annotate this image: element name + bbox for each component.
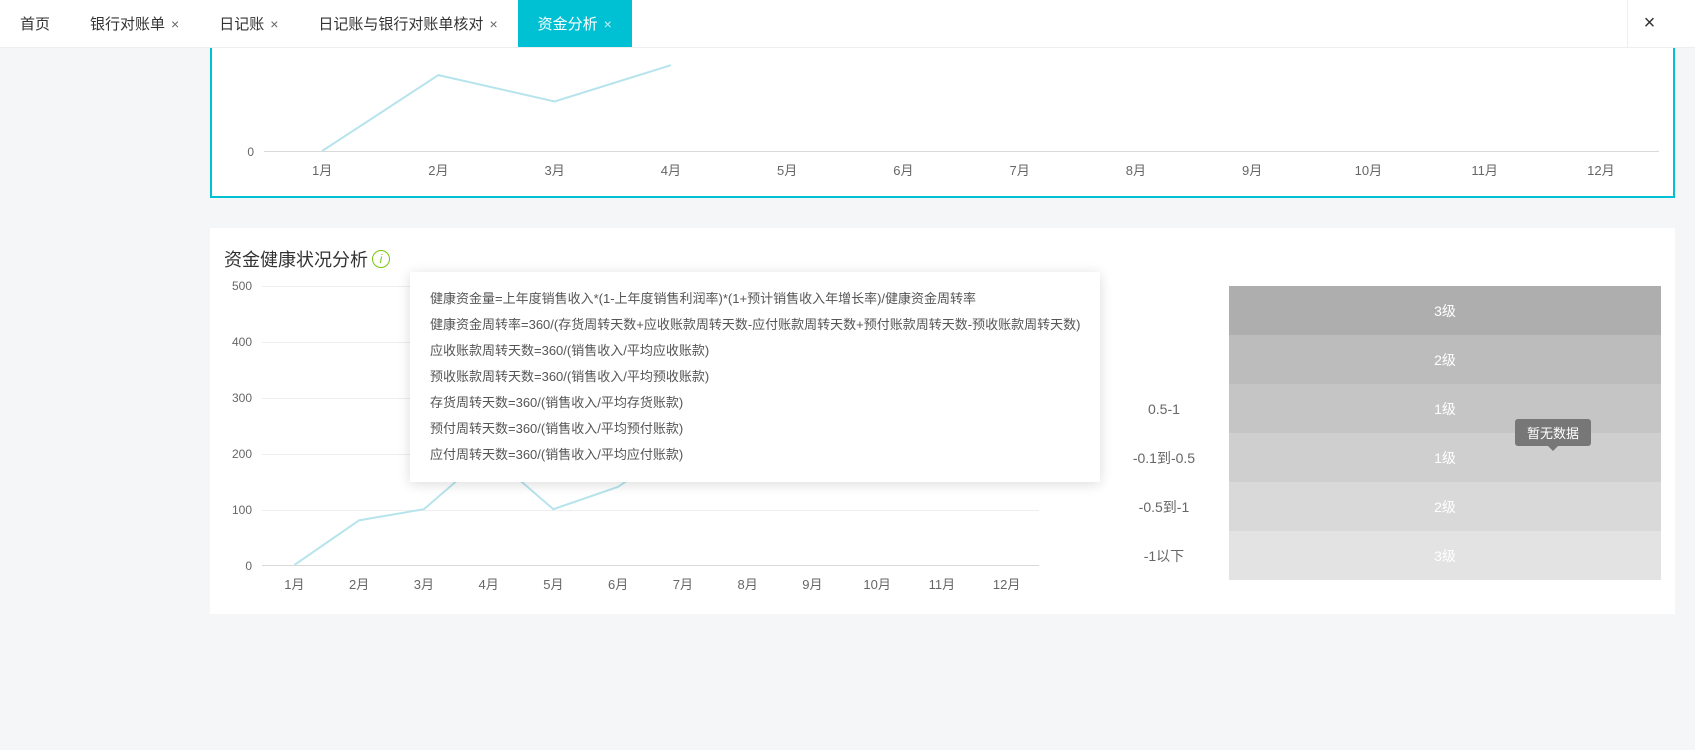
close-icon[interactable]: × <box>604 17 612 31</box>
y-tick: 0 <box>247 145 254 159</box>
y-tick: 100 <box>232 503 252 517</box>
x-tick: 6月 <box>845 160 961 179</box>
x-tick: 5月 <box>729 160 845 179</box>
x-tick: 9月 <box>1194 160 1310 179</box>
top-line-chart: 0 1月2月3月4月5月6月7月8月9月10月11月12月 <box>226 52 1659 182</box>
expand-icon[interactable] <box>1671 0 1695 47</box>
tooltip-line: 应收账款周转天数=360/(销售收入/平均应收账款) <box>430 338 1080 364</box>
level-range-label <box>1099 286 1229 335</box>
tab-首页[interactable]: 首页 <box>0 0 70 47</box>
level-row: 2级 <box>1099 335 1661 384</box>
level-range-label: -0.5到-1 <box>1099 482 1229 531</box>
x-tick: 12月 <box>1543 160 1659 179</box>
level-table: 3级2级0.5-11级-0.1到-0.51级暂无数据-0.5到-12级-1以下3… <box>1099 286 1661 580</box>
tooltip-line: 存货周转天数=360/(销售收入/平均存货账款) <box>430 390 1080 416</box>
y-tick: 0 <box>245 559 252 573</box>
x-tick: 6月 <box>586 574 651 593</box>
x-tick: 10月 <box>845 574 910 593</box>
x-tick: 10月 <box>1310 160 1426 179</box>
level-row: 3级 <box>1099 286 1661 335</box>
level-range-label: -0.1到-0.5 <box>1099 433 1229 482</box>
x-tick: 12月 <box>974 574 1039 593</box>
tab-label: 资金分析 <box>538 13 598 34</box>
tab-label: 日记账 <box>219 13 264 34</box>
level-range-label: 0.5-1 <box>1099 384 1229 433</box>
level-range-label: -1以下 <box>1099 531 1229 580</box>
top-chart-panel: 0 1月2月3月4月5月6月7月8月9月10月11月12月 <box>210 48 1675 198</box>
section-header: 资金健康状况分析 i <box>224 246 1661 272</box>
tab-日记账与银行对账单核对[interactable]: 日记账与银行对账单核对 × <box>298 0 517 47</box>
x-tick: 2月 <box>380 160 496 179</box>
close-icon[interactable]: × <box>489 17 497 31</box>
x-tick: 1月 <box>262 574 327 593</box>
tab-bar: 首页 银行对账单 × 日记账 × 日记账与银行对账单核对 × 资金分析 × × <box>0 0 1695 48</box>
x-tick: 9月 <box>780 574 845 593</box>
section-title-text: 资金健康状况分析 <box>224 246 368 272</box>
tooltip-line: 健康资金量=上年度销售收入*(1-上年度销售利润率)*(1+预计销售收入年增长率… <box>430 286 1080 312</box>
x-tick: 11月 <box>1427 160 1543 179</box>
tab-label: 银行对账单 <box>90 13 165 34</box>
y-tick: 300 <box>232 391 252 405</box>
level-badge: 2级 <box>1229 482 1661 531</box>
x-tick: 11月 <box>910 574 975 593</box>
y-tick: 400 <box>232 335 252 349</box>
level-table-wrap: 3级2级0.5-11级-0.1到-0.51级暂无数据-0.5到-12级-1以下3… <box>1099 286 1661 580</box>
tab-银行对账单[interactable]: 银行对账单 × <box>70 0 199 47</box>
tooltip-line: 应付周转天数=360/(销售收入/平均应付账款) <box>430 442 1080 468</box>
level-row: -1以下3级 <box>1099 531 1661 580</box>
tab-资金分析[interactable]: 资金分析 × <box>518 0 632 47</box>
tab-label: 首页 <box>20 13 50 34</box>
level-badge: 3级 <box>1229 286 1661 335</box>
x-tick: 3月 <box>497 160 613 179</box>
tooltip-line: 健康资金周转率=360/(存货周转天数+应收账款周转天数-应付账款周转天数+预付… <box>430 312 1080 338</box>
level-range-label <box>1099 335 1229 384</box>
level-badge: 1级 <box>1229 384 1661 433</box>
tab-label: 日记账与银行对账单核对 <box>318 13 483 34</box>
x-tick: 7月 <box>962 160 1078 179</box>
level-row: -0.1到-0.51级暂无数据 <box>1099 433 1661 482</box>
level-badge: 2级 <box>1229 335 1661 384</box>
tooltip-line: 预付周转天数=360/(销售收入/平均预付账款) <box>430 416 1080 442</box>
x-tick: 4月 <box>456 574 521 593</box>
info-icon[interactable]: i <box>372 250 390 268</box>
level-badge: 1级暂无数据 <box>1229 433 1661 482</box>
x-tick: 5月 <box>521 574 586 593</box>
x-tick: 4月 <box>613 160 729 179</box>
level-row: -0.5到-12级 <box>1099 482 1661 531</box>
page-body: 01月2月3月4月5月6月7月8月9月10月11月12月 资金健康状况分析 i … <box>0 48 1695 674</box>
close-icon[interactable]: × <box>270 17 278 31</box>
no-data-badge: 暂无数据 <box>1515 419 1591 446</box>
close-icon[interactable]: × <box>171 17 179 31</box>
y-tick: 200 <box>232 447 252 461</box>
formula-tooltip: 健康资金量=上年度销售收入*(1-上年度销售利润率)*(1+预计销售收入年增长率… <box>410 272 1100 482</box>
x-tick: 8月 <box>715 574 780 593</box>
x-tick: 2月 <box>327 574 392 593</box>
y-tick: 500 <box>232 279 252 293</box>
x-tick: 3月 <box>392 574 457 593</box>
x-tick: 1月 <box>264 160 380 179</box>
tooltip-line: 预收账款周转天数=360/(销售收入/平均预收账款) <box>430 364 1080 390</box>
tab-日记账[interactable]: 日记账 × <box>199 0 298 47</box>
close-all-tabs[interactable]: × <box>1627 0 1671 47</box>
x-tick: 7月 <box>651 574 716 593</box>
x-tick: 8月 <box>1078 160 1194 179</box>
level-badge: 3级 <box>1229 531 1661 580</box>
